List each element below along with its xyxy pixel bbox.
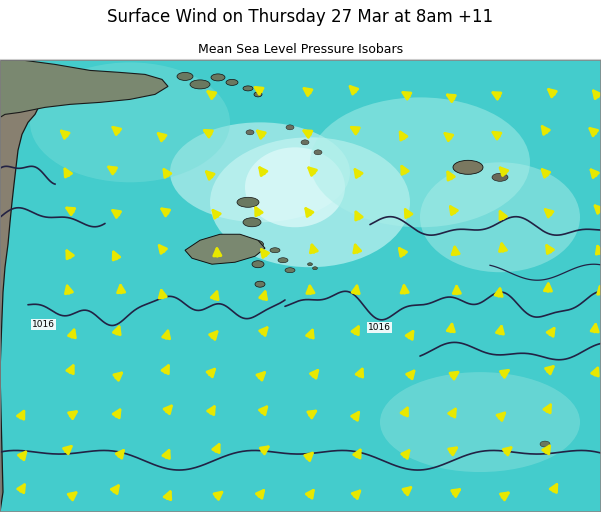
Ellipse shape bbox=[177, 72, 193, 80]
Ellipse shape bbox=[420, 162, 580, 272]
Ellipse shape bbox=[243, 218, 261, 227]
Ellipse shape bbox=[255, 281, 265, 287]
Ellipse shape bbox=[453, 160, 483, 174]
Ellipse shape bbox=[314, 150, 322, 155]
Ellipse shape bbox=[301, 140, 309, 145]
Ellipse shape bbox=[245, 147, 345, 227]
Ellipse shape bbox=[226, 79, 238, 86]
Ellipse shape bbox=[237, 197, 259, 207]
Ellipse shape bbox=[190, 80, 210, 89]
Ellipse shape bbox=[278, 258, 288, 263]
Ellipse shape bbox=[211, 74, 225, 81]
Ellipse shape bbox=[252, 261, 264, 268]
Text: Mean Sea Level Pressure Isobars: Mean Sea Level Pressure Isobars bbox=[198, 43, 403, 56]
Polygon shape bbox=[0, 60, 168, 117]
Ellipse shape bbox=[30, 62, 230, 182]
Polygon shape bbox=[185, 234, 265, 264]
Ellipse shape bbox=[285, 268, 295, 273]
Polygon shape bbox=[0, 60, 42, 372]
Ellipse shape bbox=[313, 267, 317, 270]
Polygon shape bbox=[0, 60, 20, 332]
Ellipse shape bbox=[246, 130, 254, 135]
Ellipse shape bbox=[492, 173, 508, 181]
Ellipse shape bbox=[270, 248, 280, 253]
Text: 1016: 1016 bbox=[368, 323, 391, 332]
Text: 1016: 1016 bbox=[32, 320, 55, 329]
Ellipse shape bbox=[310, 97, 530, 227]
Ellipse shape bbox=[308, 263, 313, 266]
Ellipse shape bbox=[540, 441, 550, 447]
Ellipse shape bbox=[243, 86, 253, 91]
Ellipse shape bbox=[254, 92, 262, 97]
Text: Surface Wind on Thursday 27 Mar at 8am +11: Surface Wind on Thursday 27 Mar at 8am +… bbox=[108, 8, 493, 26]
Ellipse shape bbox=[170, 122, 350, 222]
Ellipse shape bbox=[286, 125, 294, 130]
Ellipse shape bbox=[380, 372, 580, 472]
Ellipse shape bbox=[248, 240, 263, 248]
Polygon shape bbox=[0, 372, 3, 512]
Ellipse shape bbox=[210, 137, 410, 267]
